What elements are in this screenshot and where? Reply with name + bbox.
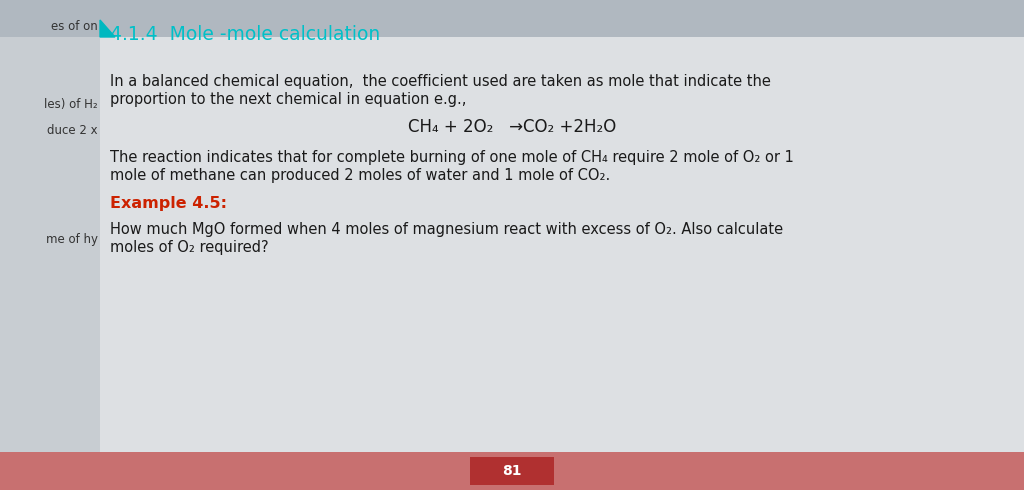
FancyBboxPatch shape bbox=[470, 457, 554, 485]
Text: How much MgO formed when 4 moles of magnesium react with excess of O₂. Also calc: How much MgO formed when 4 moles of magn… bbox=[110, 222, 783, 237]
Text: The reaction indicates that for complete burning of one mole of CH₄ require 2 mo: The reaction indicates that for complete… bbox=[110, 150, 794, 165]
Text: duce 2 x: duce 2 x bbox=[47, 123, 98, 137]
Text: les) of H₂: les) of H₂ bbox=[44, 98, 98, 112]
FancyBboxPatch shape bbox=[0, 452, 1024, 490]
Text: CH₄ + 2O₂   →CO₂ +2H₂O: CH₄ + 2O₂ →CO₂ +2H₂O bbox=[408, 118, 616, 136]
FancyBboxPatch shape bbox=[0, 37, 100, 452]
Text: 4.1.4  Mole -mole calculation: 4.1.4 Mole -mole calculation bbox=[110, 25, 380, 45]
Text: Example 4.5:: Example 4.5: bbox=[110, 196, 227, 211]
FancyBboxPatch shape bbox=[100, 37, 1024, 452]
Text: In a balanced chemical equation,  the coefficient used are taken as mole that in: In a balanced chemical equation, the coe… bbox=[110, 74, 771, 89]
Text: es of on: es of on bbox=[51, 21, 98, 33]
Text: me of hy: me of hy bbox=[46, 234, 98, 246]
Text: proportion to the next chemical in equation e.g.,: proportion to the next chemical in equat… bbox=[110, 92, 466, 107]
Polygon shape bbox=[100, 20, 115, 37]
Text: moles of O₂ required?: moles of O₂ required? bbox=[110, 240, 268, 255]
Text: 81: 81 bbox=[502, 464, 522, 478]
Text: mole of methane can produced 2 moles of water and 1 mole of CO₂.: mole of methane can produced 2 moles of … bbox=[110, 168, 610, 183]
